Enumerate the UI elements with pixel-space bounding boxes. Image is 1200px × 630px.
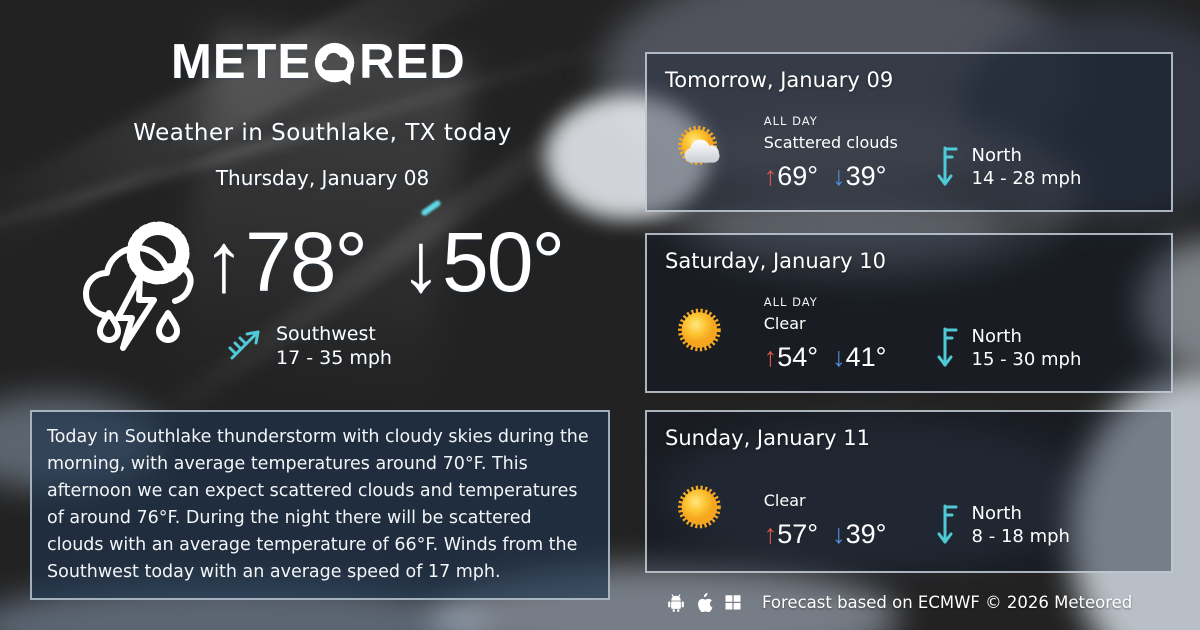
card-title: Tomorrow, January 09 (665, 68, 894, 92)
card-condition: Clear (763, 314, 806, 333)
card-temperatures: ↑57° ↓39° (764, 519, 937, 550)
high-arrow-icon: ↑ (763, 342, 778, 372)
card-title: Saturday, January 10 (665, 249, 886, 273)
card-condition: Clear (763, 491, 806, 510)
low-arrow-icon: ↓ (832, 342, 846, 372)
high-arrow-icon: ↑ (763, 161, 778, 191)
card-high: ↑69° (763, 161, 819, 191)
card-wind: North 14 - 28 mph (937, 144, 1153, 190)
windows-icon (725, 595, 741, 610)
card-period (764, 472, 937, 488)
card-low: ↓39° (832, 161, 887, 191)
card-wind-direction: North (971, 326, 1022, 347)
android-icon (668, 593, 684, 612)
low-arrow-icon: ↓ (400, 215, 443, 309)
high-arrow-icon: ↑ (763, 519, 778, 549)
card-wind: North 15 - 30 mph (937, 325, 1153, 371)
low-arrow-icon: ↓ (832, 519, 846, 549)
page-title: Weather in Southlake, TX today (133, 120, 512, 146)
sun-icon (678, 308, 721, 352)
today-wind-speed: 17 - 35 mph (276, 347, 392, 369)
card-title: Sunday, January 11 (665, 426, 870, 450)
forecast-card-saturday[interactable]: Saturday, January 10 ALL DAY Clear ↑54° … (645, 233, 1173, 393)
card-wind-direction: North (971, 503, 1022, 524)
today-temperatures: ↑78° ↓50° (203, 215, 565, 309)
today-high: ↑78° (203, 215, 368, 309)
card-low: ↓39° (832, 519, 887, 549)
scattered-clouds-icon (678, 125, 720, 165)
today-low: ↓50° (400, 215, 565, 309)
wind-barb-north-icon (937, 327, 958, 367)
today-summary: Today in Southlake thunderstorm with clo… (30, 410, 610, 600)
footer: Forecast based on ECMWF © 2026 Meteored (667, 592, 1132, 612)
logo-text-right: RED (359, 35, 466, 89)
apple-icon (698, 592, 713, 612)
card-period: ALL DAY (763, 114, 818, 128)
card-wind-speed: 14 - 28 mph (971, 168, 1082, 189)
meteored-logo[interactable]: METE RED (171, 38, 466, 87)
cloud (700, 198, 1000, 253)
card-period: ALL DAY (763, 295, 818, 309)
forecast-card-tomorrow[interactable]: Tomorrow, January 09 ALL DAY Scattered c… (645, 52, 1173, 212)
card-wind-speed: 15 - 30 mph (971, 349, 1082, 370)
thunderstorm-icon (83, 221, 194, 351)
card-low: ↓41° (832, 342, 887, 372)
logo-text-left: METE (171, 35, 312, 89)
high-arrow-icon: ↑ (203, 215, 245, 309)
wind-barb-southwest-icon (228, 330, 260, 360)
card-condition: Scattered clouds (763, 133, 898, 152)
forecast-card-sunday[interactable]: Sunday, January 11 Clear ↑57° ↓39° (645, 410, 1173, 573)
card-wind-direction: North (971, 145, 1022, 166)
today-wind-direction: Southwest (276, 323, 376, 345)
low-arrow-icon: ↓ (832, 161, 846, 191)
page-date: Thursday, January 08 (215, 166, 430, 190)
sun-icon (678, 485, 721, 529)
card-temperatures: ↑69° ↓39° (764, 161, 937, 192)
attribution-text: Forecast based on ECMWF © 2026 Meteored (762, 592, 1133, 612)
wind-barb-north-icon (937, 504, 958, 544)
today-wind: Southwest 17 - 35 mph (224, 322, 392, 370)
cloud (660, 420, 1090, 570)
card-high: ↑57° (763, 519, 819, 549)
card-high: ↑54° (763, 342, 819, 372)
wind-barb-north-icon (937, 146, 958, 186)
card-wind: North 8 - 18 mph (937, 502, 1153, 548)
logo-cloud-bubble-icon (315, 42, 355, 86)
card-wind-speed: 8 - 18 mph (971, 526, 1070, 547)
card-temperatures: ↑54° ↓41° (764, 342, 937, 373)
cloud (650, 110, 1080, 280)
